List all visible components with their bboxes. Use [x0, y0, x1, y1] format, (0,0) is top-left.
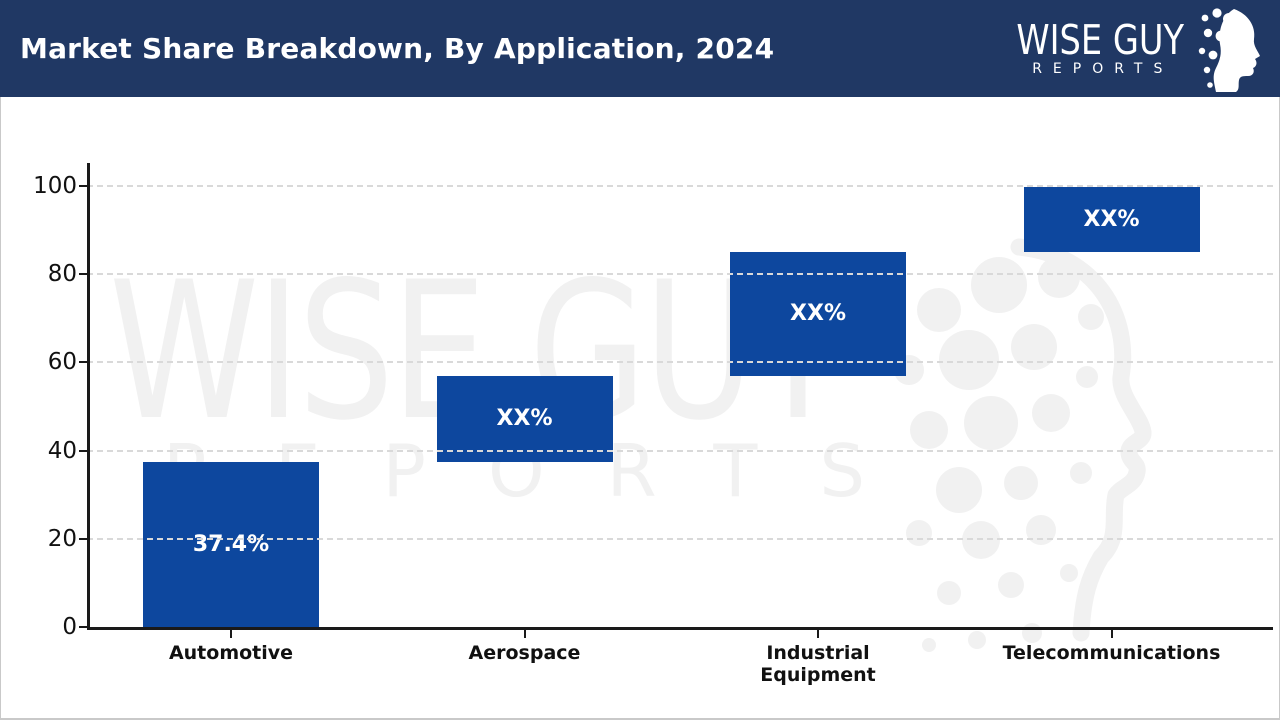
bar-industrial-equipment: XX%: [730, 252, 906, 376]
bar-automotive: 37.4%: [143, 462, 319, 627]
y-tick-80: [79, 273, 87, 276]
y-tick-20: [79, 537, 87, 540]
y-axis-line: [87, 163, 90, 630]
y-tick-100: [79, 185, 87, 187]
x-label-line: Aerospace: [468, 642, 581, 664]
gridline-60: [87, 361, 1273, 364]
bar-aerospace: XX%: [436, 375, 613, 462]
x-label-aerospace: Aerospace: [410, 642, 640, 664]
gridline-20: [87, 537, 1273, 540]
x-axis-line: [87, 627, 1273, 630]
x-tick-1: [230, 630, 232, 638]
page-title: Market Share Breakdown, By Application, …: [20, 32, 775, 65]
y-tick-label: 0: [62, 614, 77, 640]
y-tick-60: [79, 361, 87, 364]
x-label-industrial-equipment: Industrial Equipment: [703, 642, 933, 686]
chart-body: WISE GUY REPORTS 37.4% XX% XX% XX% 0 20 40 60 80…: [0, 97, 1280, 720]
wiseguy-logo: WISE GUY REPORTS: [998, 6, 1266, 92]
gridline-100: [87, 185, 1273, 187]
y-tick-label: 60: [47, 349, 77, 376]
x-tick-3: [817, 630, 819, 638]
wiseguy-logo-text: WISE GUY REPORTS: [998, 16, 1202, 78]
y-tick-label: 40: [47, 437, 77, 464]
gridline-80: [87, 273, 1273, 276]
y-tick-label: 20: [47, 525, 77, 552]
wiseguy-face-icon: [1198, 7, 1260, 92]
x-label-line: Equipment: [760, 664, 876, 686]
bar-value-label: XX%: [1083, 207, 1140, 232]
y-tick-label: 100: [33, 173, 77, 199]
x-tick-4: [1110, 630, 1113, 638]
x-label-line: Automotive: [168, 642, 294, 664]
watermark-head-icon: [894, 238, 1152, 652]
x-tick-2: [523, 630, 526, 638]
chart-area: 37.4% XX% XX% XX% 0 20 40 60 80 100 Automotive Aero…: [1, 97, 1279, 718]
header-bar: Market Share Breakdown, By Application, …: [0, 0, 1280, 97]
y-tick-label: 80: [47, 261, 77, 288]
x-label-line: Telecommunications: [1002, 642, 1221, 664]
logo-wordmark: WISE GUY: [1015, 16, 1184, 64]
x-label-telecommunications: Telecommunications: [997, 642, 1227, 664]
gridline-40: [87, 449, 1273, 452]
bar-telecommunications: XX%: [1023, 186, 1200, 253]
bar-value-label: XX%: [790, 301, 846, 327]
y-tick-40: [79, 449, 87, 452]
x-label-automotive: Automotive: [116, 642, 346, 664]
bar-value-label: 37.4%: [192, 532, 270, 558]
x-label-line: Industrial: [766, 642, 870, 664]
y-tick-0: [79, 626, 87, 628]
bar-value-label: XX%: [496, 406, 553, 432]
logo-subtitle: REPORTS: [1032, 61, 1174, 77]
